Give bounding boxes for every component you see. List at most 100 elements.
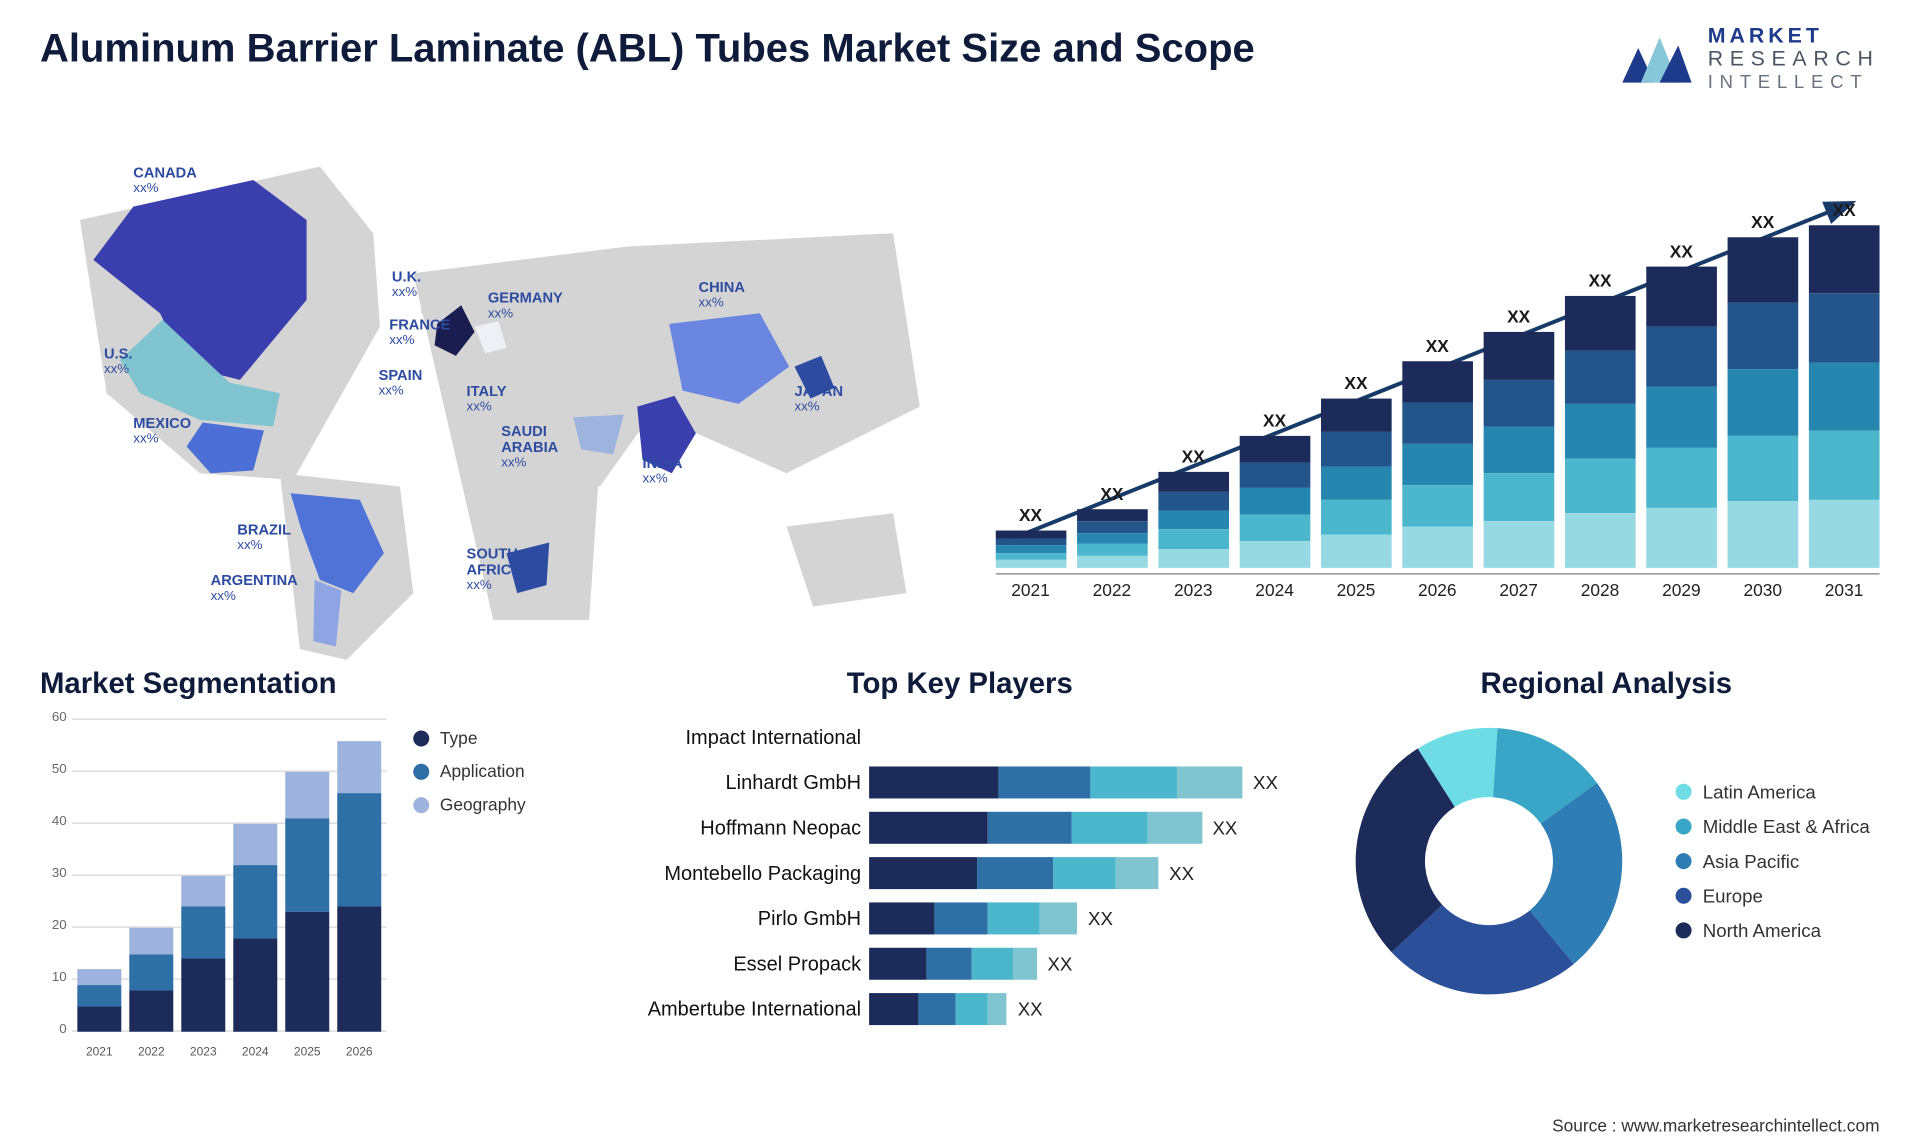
growth-xaxis-label: 2025	[1321, 575, 1392, 600]
growth-bar-seg	[1727, 237, 1798, 303]
map-label-germany: GERMANYxx%	[488, 291, 563, 322]
growth-bar: XX	[1483, 200, 1554, 568]
region-legend-label: Middle East & Africa	[1703, 816, 1870, 837]
growth-xaxis-label: 2031	[1809, 575, 1880, 600]
player-row: Pirlo GmbHXX	[627, 896, 1293, 941]
growth-bar-seg	[1809, 499, 1880, 568]
player-row: Linhardt GmbHXX	[627, 760, 1293, 805]
map-label-saudi: SAUDIARABIAxx%	[501, 424, 558, 471]
growth-bar-seg	[1077, 544, 1148, 556]
player-bar	[869, 902, 1077, 934]
player-bar-seg	[1072, 812, 1148, 844]
growth-bar-seg	[1646, 266, 1717, 326]
growth-xaxis-label: 2023	[1158, 575, 1229, 600]
seg-bar-seg	[285, 912, 329, 1032]
growth-chart: XXXXXXXXXXXXXXXXXXXXXX 20212022202320242…	[995, 120, 1879, 600]
player-name: Essel Propack	[627, 952, 867, 975]
growth-bar-seg	[1809, 294, 1880, 363]
growth-bar-seg	[1483, 521, 1554, 568]
growth-bar-label: XX	[1402, 337, 1473, 357]
player-bar	[869, 948, 1037, 980]
map-label-china: CHINAxx%	[698, 280, 744, 311]
growth-bar-seg	[1565, 513, 1636, 567]
players-list: Impact International Linhardt GmbHXX Hoffm…	[627, 714, 1293, 1031]
player-bar-wrap: XX	[869, 766, 1293, 798]
region-legend-label: Europe	[1703, 885, 1763, 906]
bottom-row: Market Segmentation 0102030405060 202120…	[40, 667, 1880, 1094]
brand-mark-icon	[1620, 30, 1695, 89]
growth-bar-label: XX	[995, 506, 1066, 526]
map-label-uk: U.K.xx%	[392, 269, 421, 300]
growth-bars: XXXXXXXXXXXXXXXXXXXXXX	[995, 200, 1879, 568]
region-legend-label: Latin America	[1703, 781, 1816, 802]
player-value: XX	[1253, 772, 1278, 793]
growth-bar-seg	[1646, 387, 1717, 447]
map-label-japan: JAPANxx%	[794, 384, 843, 415]
map-label-canada: CANADAxx%	[133, 165, 197, 196]
map-country-shape	[421, 295, 434, 319]
regional-title: Regional Analysis	[1333, 667, 1880, 702]
player-name: Ambertube International	[627, 998, 867, 1021]
map-label-india: INDIAxx%	[643, 456, 683, 487]
map-country-shape	[669, 313, 789, 404]
segmentation-panel: Market Segmentation 0102030405060 202120…	[40, 667, 613, 1094]
segmentation-bars	[77, 720, 381, 1032]
growth-bar-seg	[1402, 444, 1473, 485]
seg-xaxis-label: 2021	[77, 1045, 121, 1058]
growth-bar-seg	[1158, 472, 1229, 491]
growth-bar-label: XX	[1646, 241, 1717, 261]
map-country-shape	[475, 321, 507, 353]
legend-dot-icon	[413, 763, 429, 779]
seg-bar-seg	[181, 876, 225, 907]
seg-ytick: 50	[40, 762, 67, 777]
map-label-mexico: MEXICOxx%	[133, 416, 191, 447]
seg-bar-seg	[129, 990, 173, 1032]
segmentation-title: Market Segmentation	[40, 667, 613, 702]
seg-bar-seg	[129, 954, 173, 990]
growth-bar-seg	[1727, 502, 1798, 568]
growth-bar-seg	[1321, 432, 1392, 466]
growth-bar: XX	[1809, 200, 1880, 568]
growth-bar-seg	[1239, 541, 1310, 567]
player-bar-seg	[1039, 902, 1077, 934]
growth-bar-seg	[1809, 431, 1880, 500]
seg-bar-seg	[285, 772, 329, 819]
seg-legend-item: Application	[413, 761, 525, 781]
growth-bar-seg	[1483, 380, 1554, 427]
growth-bar: XX	[1402, 200, 1473, 568]
player-bar	[869, 766, 1242, 798]
growth-bar-seg	[1158, 510, 1229, 529]
growth-bar-label: XX	[1158, 447, 1229, 467]
player-bar-wrap: XX	[869, 812, 1293, 844]
player-name: Impact International	[627, 726, 867, 749]
region-legend-item: North America	[1676, 920, 1870, 941]
map-country-shape	[291, 493, 384, 593]
player-bar-wrap: XX	[869, 857, 1293, 889]
seg-ytick: 30	[40, 866, 67, 881]
player-row: Ambertube InternationalXX	[627, 986, 1293, 1031]
region-legend-item: Latin America	[1676, 781, 1870, 802]
growth-bar-seg	[1646, 327, 1717, 387]
region-legend-item: Asia Pacific	[1676, 850, 1870, 871]
seg-bar-seg	[129, 928, 173, 954]
growth-bar: XX	[1727, 200, 1798, 568]
segmentation-body: 0102030405060 202120222023202420252026 T…	[40, 714, 613, 1061]
player-name: Pirlo GmbH	[627, 907, 867, 930]
map-label-arg: ARGENTINAxx%	[211, 573, 298, 604]
regional-body: Latin America Middle East & Africa Asia Pa…	[1333, 714, 1880, 1007]
player-name: Hoffmann Neopac	[627, 816, 867, 839]
seg-bar	[285, 772, 329, 1032]
growth-bar-label: XX	[1077, 484, 1148, 504]
region-legend-item: Europe	[1676, 885, 1870, 906]
player-row: Essel PropackXX	[627, 941, 1293, 986]
growth-bar-seg	[1239, 488, 1310, 514]
player-bar-seg	[977, 857, 1053, 889]
seg-bar-seg	[77, 969, 121, 985]
player-bar-seg	[869, 766, 999, 798]
growth-xaxis-label: 2021	[995, 575, 1066, 600]
growth-bar-seg	[1239, 515, 1310, 541]
player-bar-seg	[934, 902, 988, 934]
seg-legend-label: Type	[440, 728, 478, 748]
seg-legend-label: Geography	[440, 794, 526, 814]
player-bar-seg	[988, 902, 1039, 934]
